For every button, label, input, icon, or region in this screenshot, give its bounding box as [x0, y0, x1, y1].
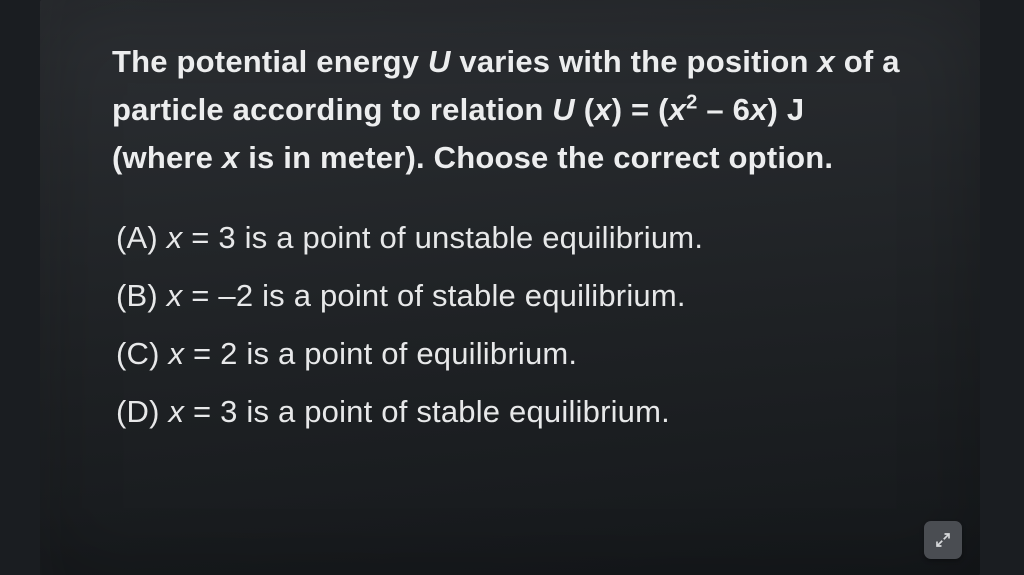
var-x: x [167, 220, 183, 255]
question-text: – 6 [698, 92, 751, 127]
var-U: U [552, 92, 575, 127]
option-eq: = 3 [182, 220, 235, 255]
question-card: The potential energy U varies with the p… [40, 0, 980, 575]
option-d[interactable]: (D) x = 3 is a point of stable equilibri… [116, 390, 910, 434]
question-stem: The potential energy U varies with the p… [112, 38, 910, 182]
emphasis-word: correct [613, 140, 720, 175]
expand-button[interactable] [924, 521, 962, 559]
var-x: x [750, 92, 767, 127]
var-x: x [167, 278, 183, 313]
option-c[interactable]: (C) x = 2 is a point of equilibrium. [116, 332, 910, 376]
option-label: (D) [116, 394, 160, 429]
option-text: is a point of equilibrium. [238, 336, 578, 371]
options-list: (A) x = 3 is a point of unstable equilib… [112, 216, 910, 434]
option-text: is a point of stable equilibrium. [238, 394, 670, 429]
var-x: x [222, 140, 239, 175]
question-text: option. [720, 140, 834, 175]
option-text: is a point of stable equilibrium. [253, 278, 685, 313]
expand-icon [934, 531, 952, 549]
option-text: is a point of unstable equilibrium. [236, 220, 703, 255]
var-x: x [594, 92, 611, 127]
exponent: 2 [686, 92, 697, 114]
option-eq: = –2 [182, 278, 253, 313]
var-x: x [818, 44, 835, 79]
option-a[interactable]: (A) x = 3 is a point of unstable equilib… [116, 216, 910, 260]
option-label: (A) [116, 220, 158, 255]
option-eq: = 3 [184, 394, 237, 429]
question-text: ( [575, 92, 594, 127]
question-text: The potential energy [112, 44, 428, 79]
question-text: ) = ( [612, 92, 669, 127]
question-text: varies with the position [451, 44, 818, 79]
option-label: (C) [116, 336, 160, 371]
var-x: x [669, 92, 686, 127]
option-b[interactable]: (B) x = –2 is a point of stable equilibr… [116, 274, 910, 318]
option-eq: = 2 [184, 336, 237, 371]
var-x: x [168, 394, 184, 429]
question-text: is in meter). Choose the [239, 140, 613, 175]
option-label: (B) [116, 278, 158, 313]
var-U: U [428, 44, 451, 79]
var-x: x [168, 336, 184, 371]
